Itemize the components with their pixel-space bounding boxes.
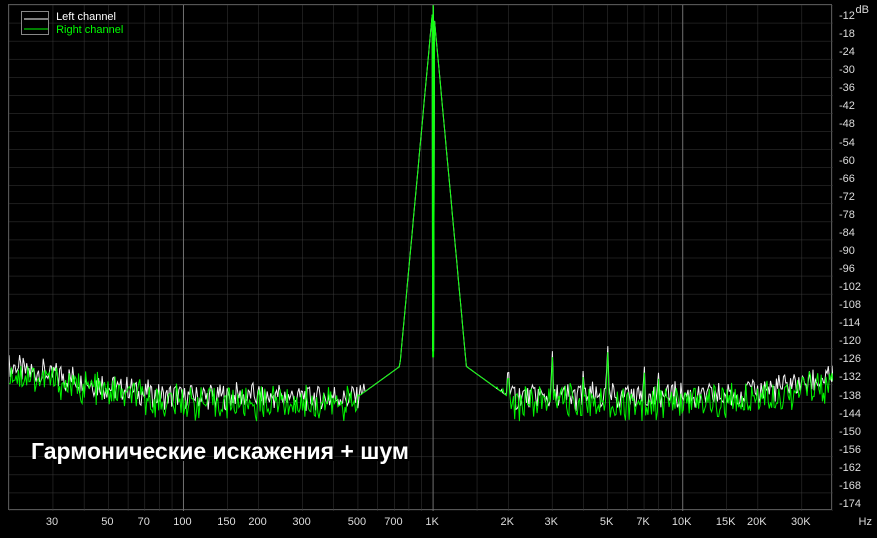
y-tick-label: -102 — [839, 281, 861, 293]
y-tick-label: -132 — [839, 371, 861, 383]
y-tick-label: -138 — [839, 390, 861, 402]
y-tick-label: -144 — [839, 408, 861, 420]
y-tick-label: -108 — [839, 299, 861, 311]
y-tick-label: -162 — [839, 462, 861, 474]
x-tick-label: 20K — [747, 516, 767, 528]
chart-title: Гармонические искажения + шум — [31, 438, 409, 465]
y-tick-label: -78 — [839, 209, 855, 221]
x-tick-label: 2K — [501, 516, 514, 528]
y-tick-label: -60 — [839, 155, 855, 167]
x-tick-label: 30K — [791, 516, 811, 528]
x-tick-label: 5K — [600, 516, 613, 528]
x-axis-unit: Hz — [859, 516, 872, 528]
x-tick-label: 7K — [636, 516, 649, 528]
y-tick-label: -90 — [839, 245, 855, 257]
x-tick-label: 200 — [248, 516, 266, 528]
x-tick-label: 700 — [384, 516, 402, 528]
x-tick-label: 10K — [672, 516, 692, 528]
y-tick-label: -114 — [839, 317, 860, 329]
x-tick-label: 50 — [101, 516, 113, 528]
y-tick-label: -150 — [839, 426, 861, 438]
y-tick-label: -36 — [839, 82, 855, 94]
y-tick-label: -12 — [839, 10, 855, 22]
data-lines — [9, 5, 833, 511]
y-tick-label: -120 — [839, 335, 861, 347]
y-tick-label: -30 — [839, 64, 855, 76]
x-tick-label: 500 — [348, 516, 366, 528]
legend-left-label: Left channel — [56, 11, 123, 24]
spectrum-chart: Left channel Right channel Гармонические… — [0, 0, 877, 538]
y-tick-label: -84 — [839, 227, 855, 239]
y-axis: dB -12 -18 -24 -30 -36 -42 -48 -54 -60 -66 -72 -78 -… — [835, 4, 875, 514]
x-tick-label: 70 — [138, 516, 150, 528]
y-axis-unit: dB — [856, 4, 869, 16]
x-tick-label: 30 — [46, 516, 58, 528]
legend-labels: Left channel Right channel — [56, 11, 123, 37]
y-tick-label: -72 — [839, 191, 855, 203]
legend-right-label: Right channel — [56, 24, 123, 37]
x-axis: Hz 3050701001502003005007001K2K3K5K7K10K… — [8, 512, 838, 536]
y-tick-label: -96 — [839, 263, 855, 275]
legend-swatch — [21, 11, 49, 35]
y-tick-label: -156 — [839, 444, 861, 456]
legend: Left channel Right channel — [21, 11, 123, 37]
y-tick-label: -126 — [839, 353, 861, 365]
plot-area: Left channel Right channel Гармонические… — [8, 4, 832, 510]
y-tick-label: -18 — [839, 28, 855, 40]
x-tick-label: 300 — [292, 516, 310, 528]
y-tick-label: -48 — [839, 118, 855, 130]
y-tick-label: -66 — [839, 173, 855, 185]
y-tick-label: -174 — [839, 498, 861, 510]
y-tick-label: -54 — [839, 137, 855, 149]
x-tick-label: 150 — [217, 516, 235, 528]
y-tick-label: -168 — [839, 480, 861, 492]
x-tick-label: 100 — [173, 516, 191, 528]
y-tick-label: -24 — [839, 46, 855, 58]
y-tick-label: -42 — [839, 100, 855, 112]
x-tick-label: 3K — [544, 516, 557, 528]
x-tick-label: 15K — [716, 516, 736, 528]
x-tick-label: 1K — [425, 516, 438, 528]
